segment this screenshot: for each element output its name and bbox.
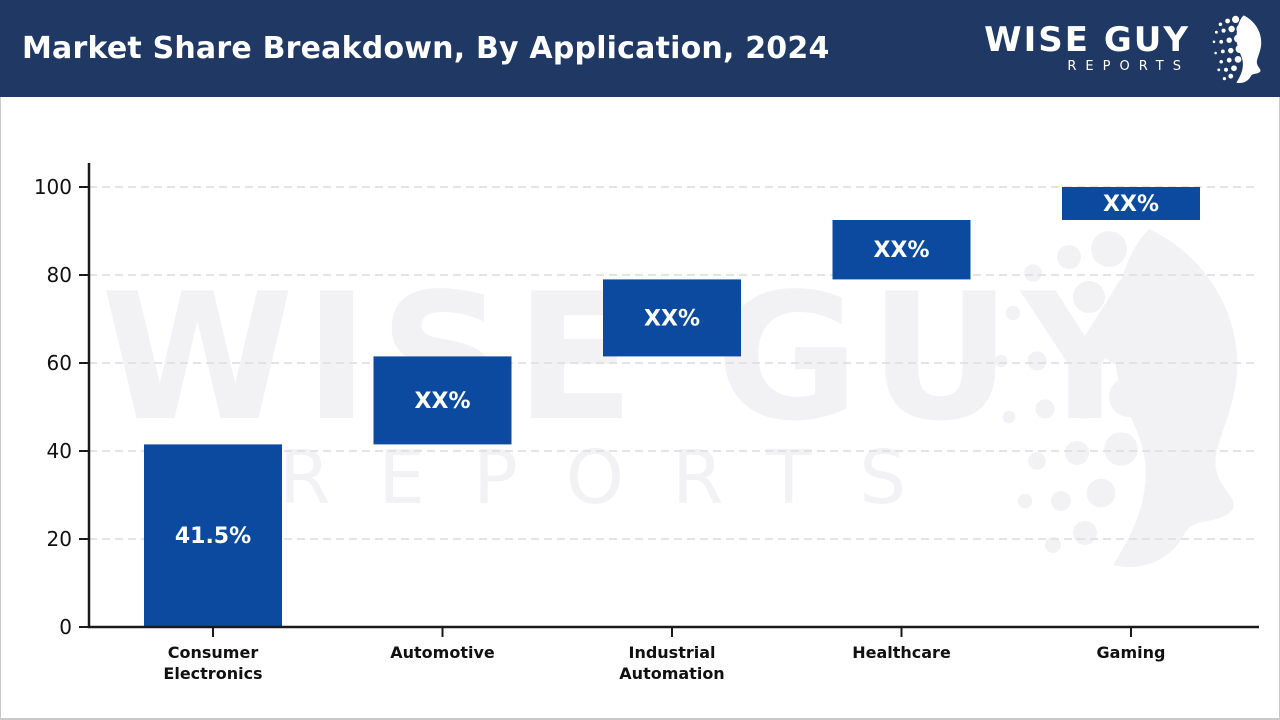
bar-value-label: XX% bbox=[1103, 192, 1159, 217]
y-tick-label: 80 bbox=[47, 263, 72, 287]
chart-area: WISE GUY REPORTS 41.5% XX% XX% XX% XX% 0 20 40 6… bbox=[0, 97, 1280, 720]
bar-segment bbox=[373, 356, 512, 445]
x-category-label: Healthcare bbox=[852, 643, 951, 662]
y-tick-label: 40 bbox=[47, 439, 72, 463]
page-title: Market Share Breakdown, By Application, … bbox=[22, 31, 830, 66]
bar-segment bbox=[1062, 187, 1200, 220]
x-category-label: Consumer Electronics bbox=[163, 643, 262, 683]
brand-logo: WISE GUY REPORTS bbox=[984, 9, 1280, 89]
bar-value-label: 41.5% bbox=[175, 524, 251, 549]
waterfall-bar-chart: 41.5% XX% XX% XX% XX% 0 20 40 60 80 100 Consumer Ele… bbox=[34, 163, 1259, 683]
bar-segment bbox=[603, 279, 741, 357]
logo-wordmark: WISE GUY REPORTS bbox=[984, 23, 1190, 74]
y-tick-label: 20 bbox=[47, 527, 72, 551]
x-category-label: Gaming bbox=[1097, 643, 1166, 662]
bar-value-label: XX% bbox=[415, 389, 471, 414]
bar-segment bbox=[832, 220, 971, 280]
bar-value-label: XX% bbox=[644, 306, 700, 331]
y-tick-label: 60 bbox=[47, 351, 72, 375]
x-category-label: Automotive bbox=[390, 643, 495, 662]
header-bar: Market Share Breakdown, By Application, … bbox=[0, 0, 1280, 97]
watermark-face-icon bbox=[994, 229, 1238, 568]
bar-value-label: XX% bbox=[874, 238, 930, 263]
y-tick-label: 0 bbox=[59, 615, 72, 639]
y-tick-label: 100 bbox=[34, 175, 72, 199]
bar-segment bbox=[144, 444, 282, 627]
x-category-label: Industrial Automation bbox=[619, 643, 724, 683]
watermark-subtext: REPORTS bbox=[279, 435, 955, 521]
logo-face-icon bbox=[1212, 14, 1262, 83]
logo-wordmark-sub: REPORTS bbox=[1067, 59, 1190, 74]
logo-wordmark-main: WISE GUY bbox=[984, 20, 1190, 60]
